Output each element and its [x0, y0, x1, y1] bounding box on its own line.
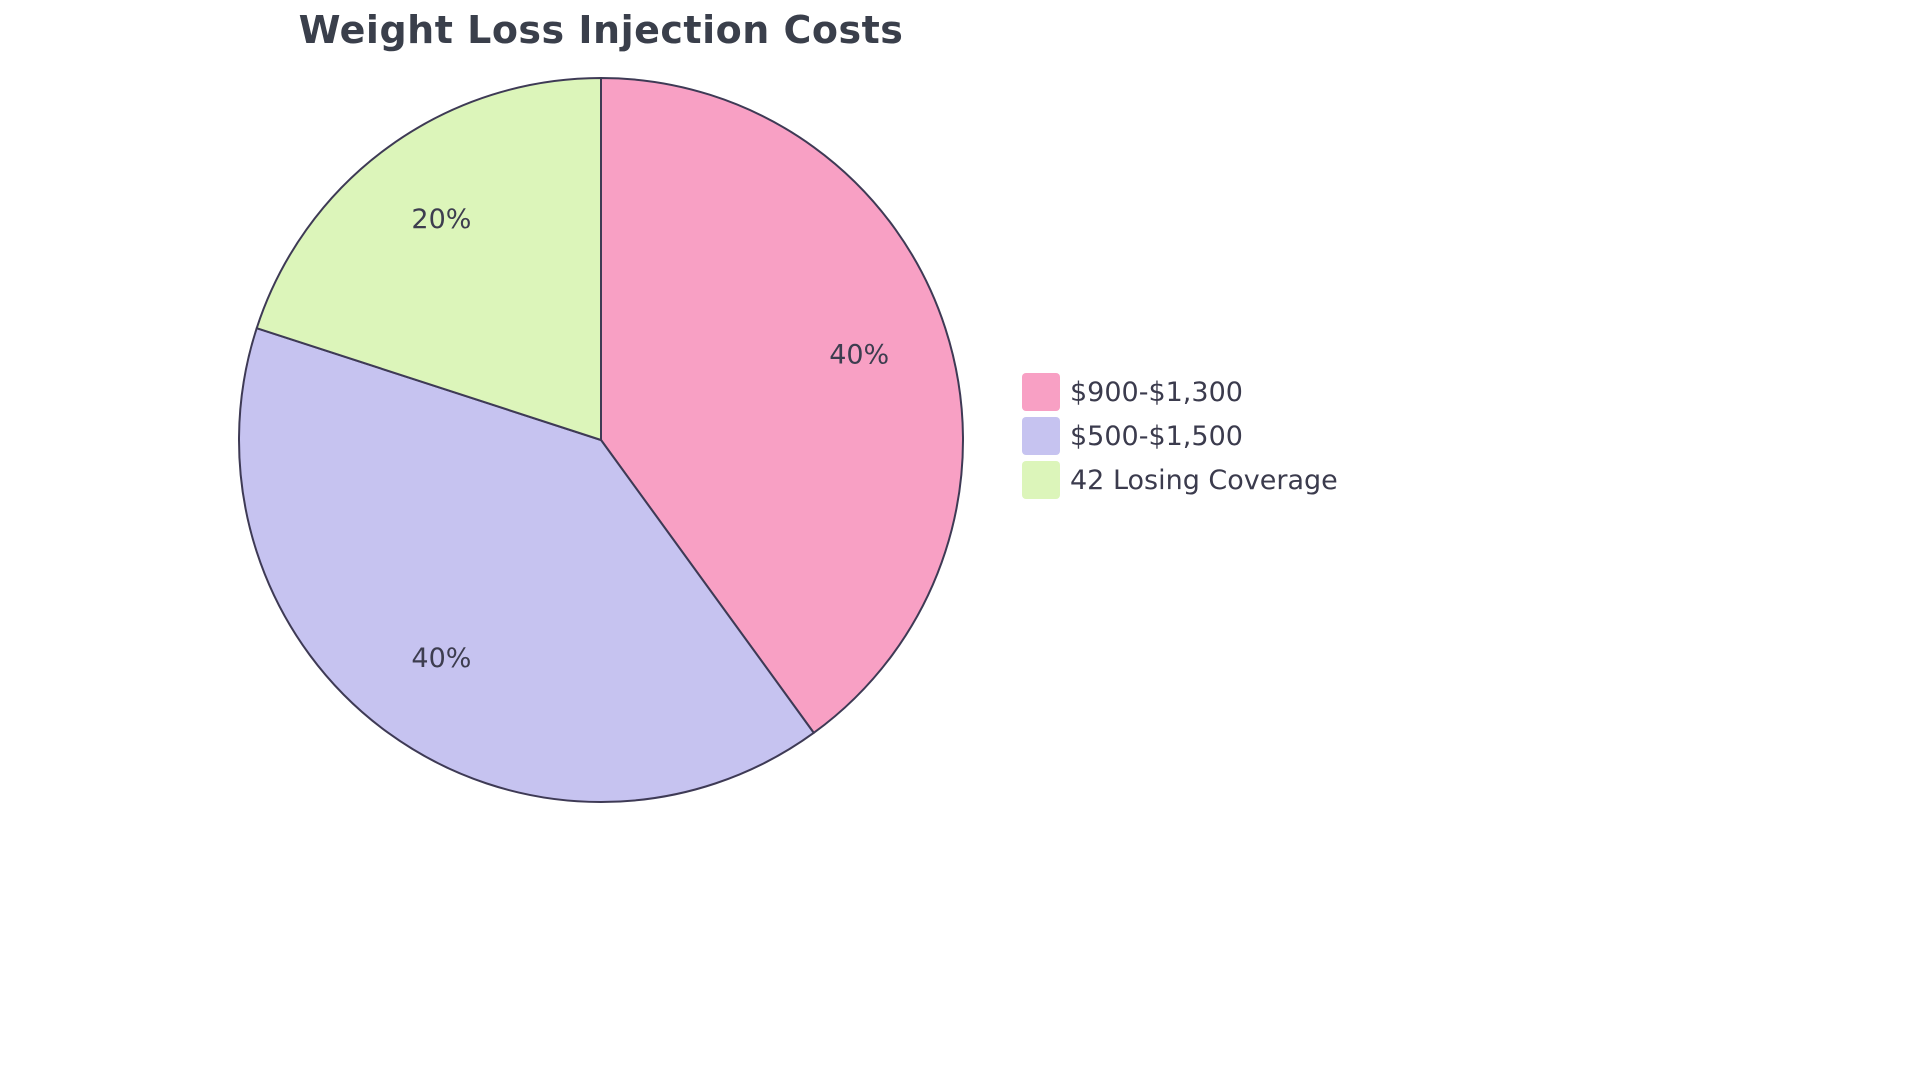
- legend-swatch-icon: [1022, 417, 1060, 455]
- legend: $900-$1,300 $500-$1,500 42 Losing Covera…: [1022, 373, 1338, 499]
- legend-swatch-icon: [1022, 461, 1060, 499]
- slice-percent-label: 20%: [411, 204, 471, 235]
- legend-label: 42 Losing Coverage: [1070, 464, 1338, 496]
- legend-label: $900-$1,300: [1070, 376, 1243, 408]
- legend-swatch-icon: [1022, 373, 1060, 411]
- slice-percent-label: 40%: [829, 340, 889, 371]
- legend-item: $900-$1,300: [1022, 373, 1338, 411]
- legend-label: $500-$1,500: [1070, 420, 1243, 452]
- legend-item: $500-$1,500: [1022, 417, 1338, 455]
- pie-slice: [238, 327, 815, 803]
- slice-percent-label: 40%: [411, 643, 471, 674]
- legend-item: 42 Losing Coverage: [1022, 461, 1338, 499]
- chart-title: Weight Loss Injection Costs: [298, 8, 904, 52]
- pie-slice: [600, 77, 964, 734]
- pie-slice: [255, 77, 602, 441]
